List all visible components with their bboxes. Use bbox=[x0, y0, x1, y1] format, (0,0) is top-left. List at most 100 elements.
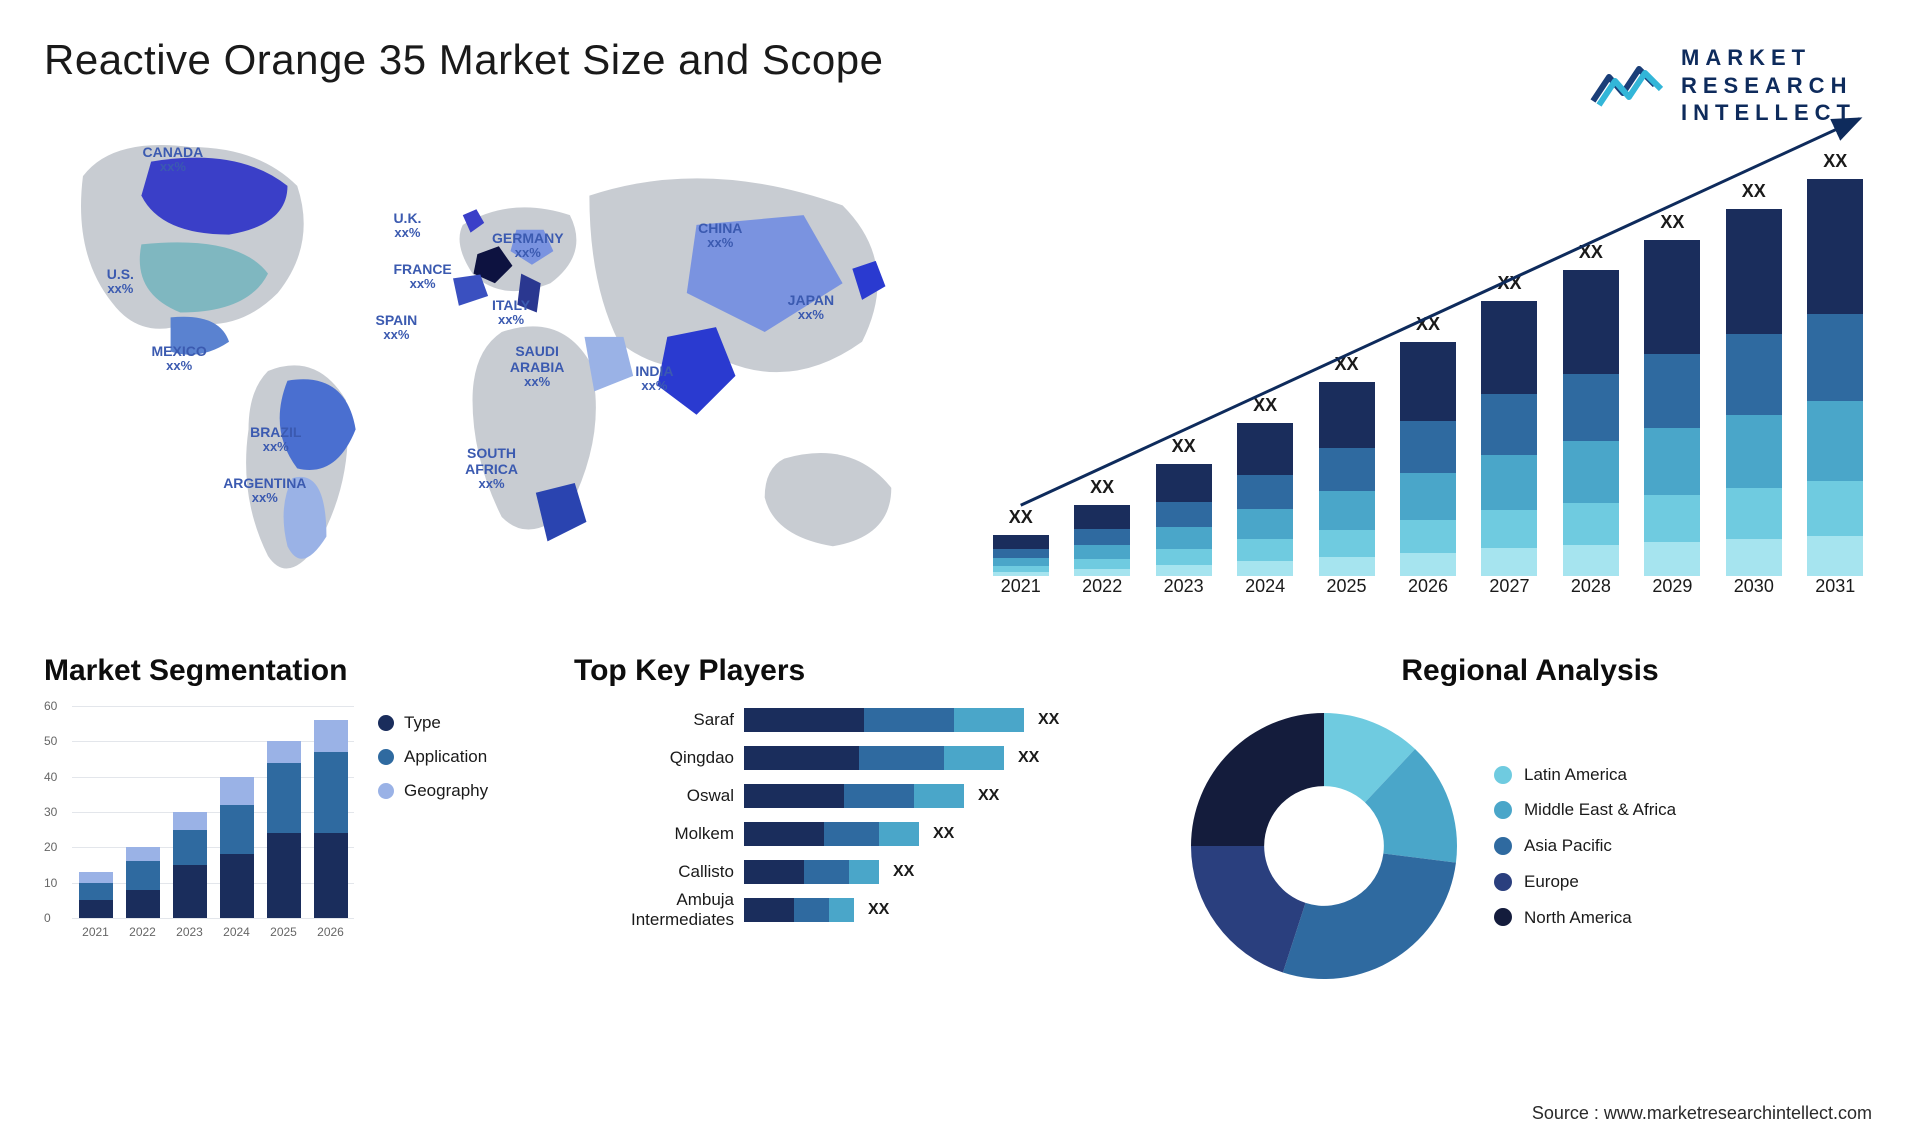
seg-year-label: 2026 bbox=[307, 918, 354, 946]
region-legend-item: Latin America bbox=[1494, 757, 1676, 793]
growth-year-label: 2030 bbox=[1713, 576, 1794, 618]
key-player-row: Callisto XX bbox=[574, 858, 1134, 886]
donut-slice bbox=[1283, 854, 1456, 979]
map-label: FRANCExx% bbox=[393, 261, 451, 292]
region-legend-item: Asia Pacific bbox=[1494, 828, 1676, 864]
region-legend-item: Europe bbox=[1494, 864, 1676, 900]
growth-bar: XX bbox=[1237, 423, 1293, 576]
map-label: U.S.xx% bbox=[107, 266, 134, 297]
map-label: SOUTHAFRICAxx% bbox=[465, 445, 518, 492]
seg-gridline bbox=[72, 741, 354, 742]
seg-ytick: 30 bbox=[44, 805, 57, 819]
growth-value-label: XX bbox=[1156, 436, 1212, 457]
key-player-name: Ambuja Intermediates bbox=[574, 890, 744, 930]
growth-year-label: 2024 bbox=[1224, 576, 1305, 618]
seg-bar bbox=[79, 872, 113, 918]
map-label: CHINAxx% bbox=[698, 220, 742, 251]
key-player-value: XX bbox=[893, 863, 914, 881]
seg-ytick: 0 bbox=[44, 911, 51, 925]
key-player-row: Ambuja IntermediatesXX bbox=[574, 896, 1134, 924]
seg-bar bbox=[314, 720, 348, 918]
regional-title: Regional Analysis bbox=[1184, 654, 1876, 688]
map-label: MEXICOxx% bbox=[152, 343, 207, 374]
market-growth-chart: XXXXXXXXXXXXXXXXXXXXXX 20212022202320242… bbox=[980, 108, 1876, 618]
growth-bar: XX bbox=[1400, 342, 1456, 576]
seg-bar bbox=[220, 777, 254, 918]
seg-ytick: 40 bbox=[44, 770, 57, 784]
map-label: BRAZILxx% bbox=[250, 424, 301, 455]
map-label: SPAINxx% bbox=[376, 312, 418, 343]
key-player-value: XX bbox=[868, 901, 889, 919]
key-player-name: Qingdao bbox=[574, 748, 744, 768]
key-player-value: XX bbox=[1018, 749, 1039, 767]
growth-bar: XX bbox=[1726, 209, 1782, 576]
growth-value-label: XX bbox=[1074, 477, 1130, 498]
map-label: CANADAxx% bbox=[143, 144, 204, 175]
growth-year-label: 2025 bbox=[1306, 576, 1387, 618]
logo-mark-icon bbox=[1589, 57, 1667, 113]
donut-slice bbox=[1191, 846, 1306, 972]
world-map-panel: CANADAxx%U.S.xx%MEXICOxx%BRAZILxx%ARGENT… bbox=[44, 108, 940, 618]
seg-bar bbox=[126, 847, 160, 918]
seg-ytick: 60 bbox=[44, 699, 57, 713]
growth-value-label: XX bbox=[993, 507, 1049, 528]
region-legend-item: North America bbox=[1494, 900, 1676, 936]
growth-year-label: 2023 bbox=[1143, 576, 1224, 618]
key-player-bar bbox=[744, 860, 879, 884]
region-legend-item: Middle East & Africa bbox=[1494, 792, 1676, 828]
map-label: U.K.xx% bbox=[393, 210, 421, 241]
seg-gridline bbox=[72, 847, 354, 848]
growth-value-label: XX bbox=[1400, 314, 1456, 335]
key-player-value: XX bbox=[1038, 711, 1059, 729]
growth-bar: XX bbox=[1319, 382, 1375, 576]
segmentation-title: Market Segmentation bbox=[44, 654, 524, 688]
growth-bar: XX bbox=[1563, 270, 1619, 576]
key-player-name: Oswal bbox=[574, 786, 744, 806]
seg-legend-item: Application bbox=[378, 740, 488, 774]
key-players-title: Top Key Players bbox=[574, 654, 1134, 688]
key-players-panel: Top Key Players SarafXXQingdaoXXOswalXXM… bbox=[574, 654, 1134, 986]
key-player-row: Saraf XX bbox=[574, 706, 1134, 734]
source-attribution: Source : www.marketresearchintellect.com bbox=[1532, 1103, 1872, 1124]
key-players-chart: SarafXXQingdaoXXOswalXXMolkemXXCallistoX… bbox=[574, 706, 1134, 924]
key-player-bar bbox=[744, 822, 919, 846]
key-player-name: Saraf bbox=[574, 710, 744, 730]
seg-year-label: 2021 bbox=[72, 918, 119, 946]
growth-value-label: XX bbox=[1563, 242, 1619, 263]
growth-value-label: XX bbox=[1481, 273, 1537, 294]
key-player-value: XX bbox=[978, 787, 999, 805]
map-label: ITALYxx% bbox=[492, 297, 530, 328]
growth-year-label: 2029 bbox=[1632, 576, 1713, 618]
growth-bar: XX bbox=[1156, 464, 1212, 576]
key-player-row: Qingdao XX bbox=[574, 744, 1134, 772]
key-player-row: Oswal XX bbox=[574, 782, 1134, 810]
segmentation-legend: TypeApplicationGeography bbox=[378, 706, 488, 808]
map-label: GERMANYxx% bbox=[492, 230, 564, 261]
map-label: INDIAxx% bbox=[635, 363, 673, 394]
seg-year-label: 2024 bbox=[213, 918, 260, 946]
seg-gridline bbox=[72, 706, 354, 707]
key-player-value: XX bbox=[933, 825, 954, 843]
growth-year-label: 2031 bbox=[1795, 576, 1876, 618]
growth-bar: XX bbox=[993, 535, 1049, 576]
segmentation-chart: 0102030405060202120222023202420252026 bbox=[44, 706, 354, 946]
seg-ytick: 20 bbox=[44, 840, 57, 854]
key-player-name: Callisto bbox=[574, 862, 744, 882]
seg-year-label: 2025 bbox=[260, 918, 307, 946]
growth-bar: XX bbox=[1807, 179, 1863, 576]
growth-year-label: 2026 bbox=[1387, 576, 1468, 618]
donut-slice bbox=[1191, 713, 1324, 846]
seg-year-label: 2023 bbox=[166, 918, 213, 946]
seg-bar bbox=[267, 741, 301, 918]
seg-year-label: 2022 bbox=[119, 918, 166, 946]
regional-donut-chart bbox=[1184, 706, 1464, 986]
map-label: SAUDIARABIAxx% bbox=[510, 343, 564, 390]
growth-year-label: 2028 bbox=[1550, 576, 1631, 618]
regional-analysis-panel: Regional Analysis Latin AmericaMiddle Ea… bbox=[1184, 654, 1876, 986]
key-player-row: MolkemXX bbox=[574, 820, 1134, 848]
key-player-bar bbox=[744, 708, 1024, 732]
growth-year-label: 2022 bbox=[1061, 576, 1142, 618]
growth-bar: XX bbox=[1644, 240, 1700, 576]
growth-value-label: XX bbox=[1319, 354, 1375, 375]
key-player-bar bbox=[744, 746, 1004, 770]
